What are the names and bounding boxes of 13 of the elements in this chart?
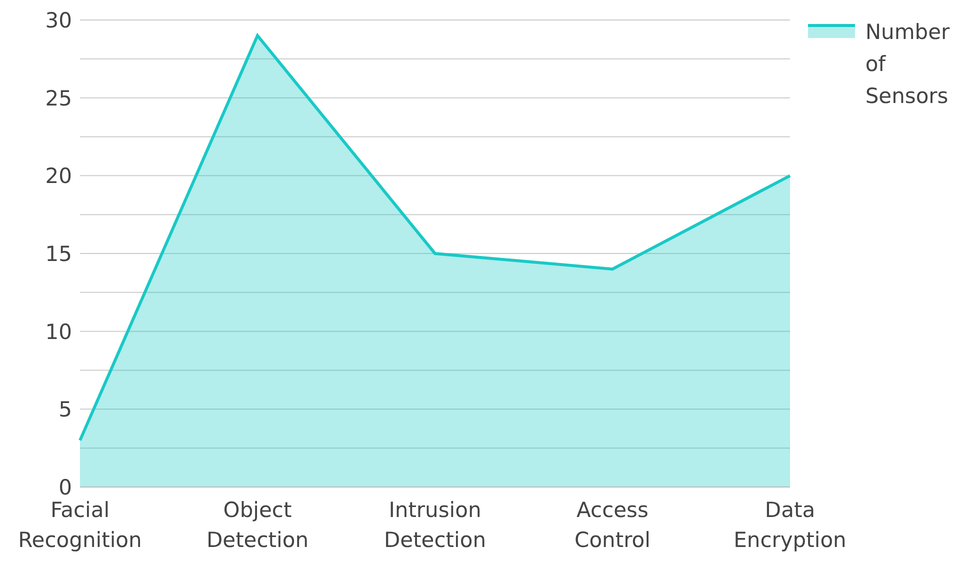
x-tick-label: Object Detection	[206, 498, 309, 552]
y-tick-label: 15	[45, 242, 72, 266]
y-tick-label: 20	[45, 164, 72, 188]
y-tick-label: 30	[45, 8, 72, 32]
x-tick-label: Data Encryption	[734, 498, 846, 552]
y-tick-label: 5	[58, 398, 72, 422]
y-tick-label: 25	[45, 86, 72, 110]
x-tick-label: Intrusion Detection	[384, 498, 486, 552]
y-tick-label: 10	[45, 320, 72, 344]
x-tick-label: Facial Recognition	[18, 498, 142, 552]
x-tick-label: Access Control	[574, 498, 650, 552]
y-tick-label: 0	[58, 475, 72, 500]
legend-label: Number of Sensors	[865, 19, 951, 110]
